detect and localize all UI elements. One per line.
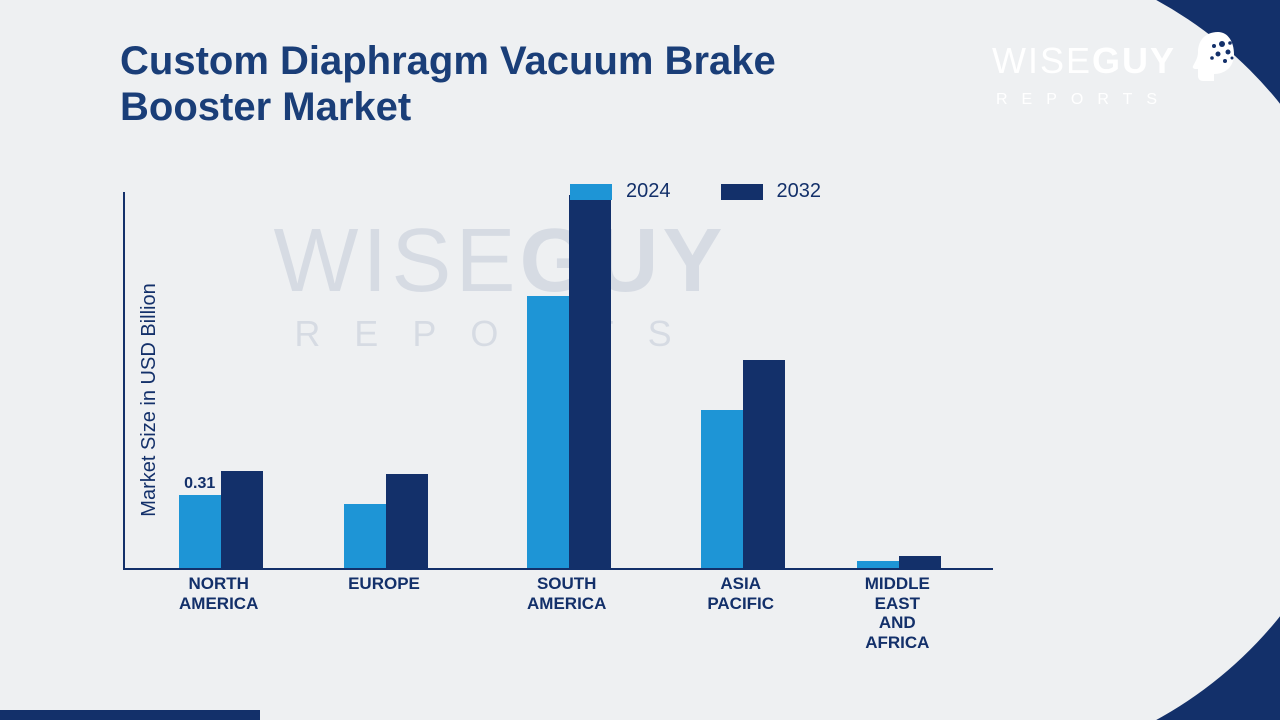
- brand-logo: WISEGUY REPORTS: [992, 28, 1252, 109]
- bar-2024: [527, 296, 569, 568]
- legend: 2024 2032: [570, 180, 821, 203]
- bar-2024: [344, 504, 386, 568]
- legend-swatch-2032: [721, 184, 763, 200]
- bar-2032: [743, 360, 785, 568]
- brand-name-part1: WISE: [992, 40, 1092, 81]
- bar-group: [857, 556, 941, 568]
- legend-item-2024: 2024: [570, 180, 671, 203]
- brand-logo-top: WISEGUY: [992, 28, 1252, 93]
- bar-2024: [179, 495, 221, 568]
- x-axis-category-label: MIDDLE EAST AND AFRICA: [817, 574, 977, 652]
- legend-item-2032: 2032: [721, 180, 822, 203]
- bar-2032: [569, 195, 611, 568]
- bar-2024: [857, 561, 899, 568]
- bar-group: [701, 360, 785, 568]
- chart-title: Custom Diaphragm Vacuum Brake Booster Ma…: [120, 38, 880, 130]
- bar-value-label: 0.31: [184, 475, 215, 493]
- brand-subline: REPORTS: [992, 91, 1252, 109]
- bar-group: [344, 474, 428, 569]
- bar-group: [527, 195, 611, 568]
- x-axis-category-label: SOUTH AMERICA: [487, 574, 647, 613]
- ai-head-icon: [1188, 28, 1244, 93]
- bottom-accent-bar: [0, 710, 260, 720]
- plot-area: 0.31: [123, 192, 993, 570]
- legend-swatch-2024: [570, 184, 612, 200]
- legend-label-2024: 2024: [626, 180, 671, 203]
- x-axis-labels: NORTH AMERICAEUROPE SOUTH AMERICA ASIA PAC…: [123, 574, 993, 654]
- bar-2032: [221, 471, 263, 568]
- brand-name-part2: GUY: [1092, 40, 1176, 81]
- bar-2032: [386, 474, 428, 569]
- x-axis-category-label: EUROPE: [304, 574, 464, 594]
- legend-label-2032: 2032: [777, 180, 822, 203]
- bar-chart: Market Size in USD Billion 0.31 NORTH AM…: [95, 170, 995, 630]
- x-axis-category-label: ASIA PACIFIC: [661, 574, 821, 613]
- x-axis-category-label: NORTH AMERICA: [139, 574, 299, 613]
- bar-2024: [701, 410, 743, 568]
- bar-2032: [899, 556, 941, 568]
- page: WISEGUY REPORTS Custom Diaphragm Vacuum …: [0, 0, 1280, 720]
- brand-name: WISEGUY: [992, 40, 1176, 82]
